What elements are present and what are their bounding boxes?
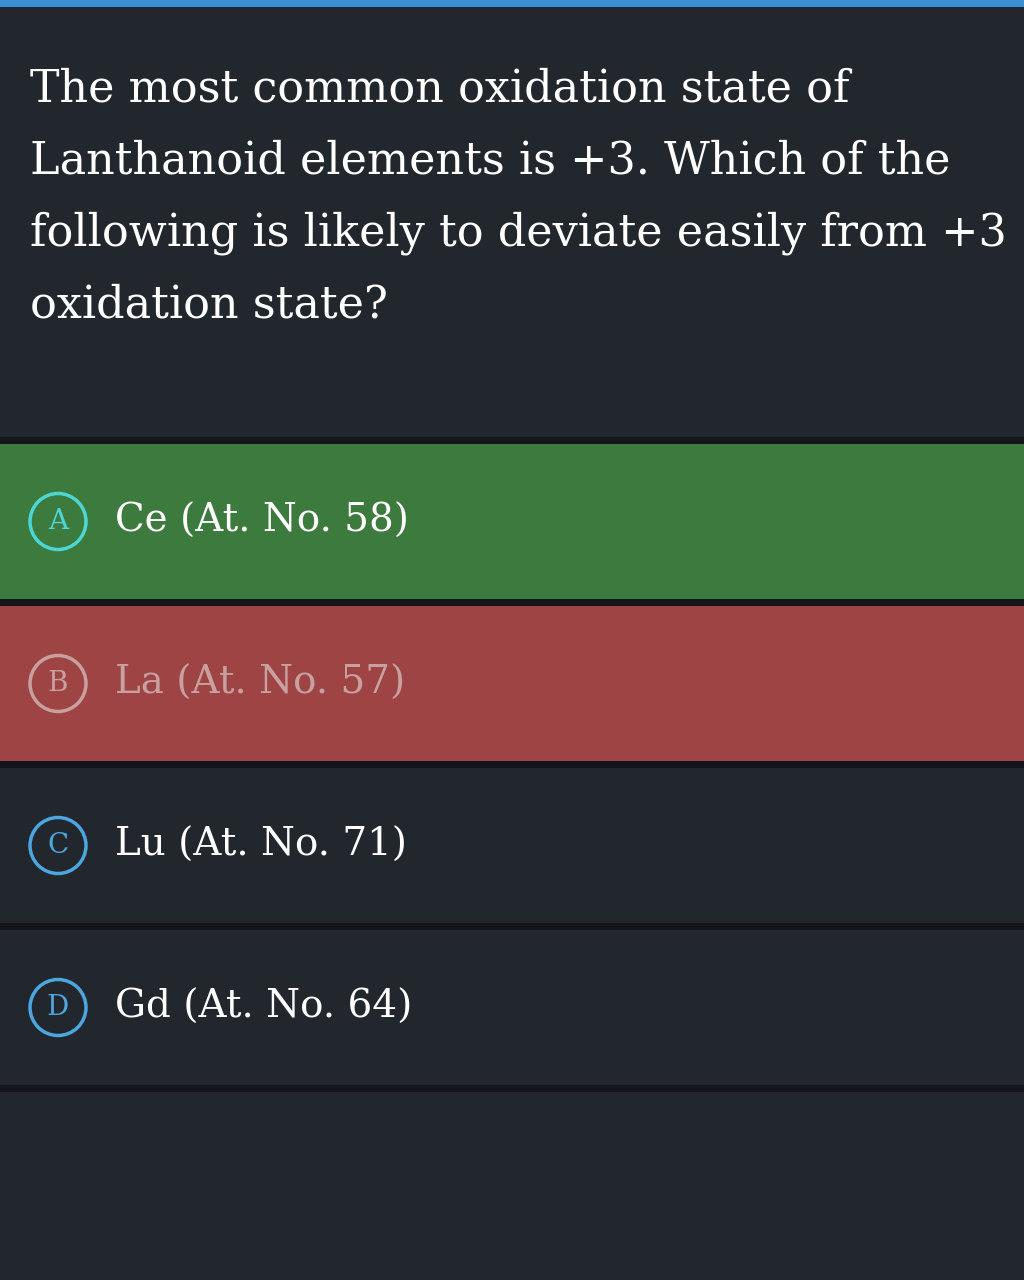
Text: D: D xyxy=(47,995,70,1021)
Bar xyxy=(0,931,1024,1085)
Text: oxidation state?: oxidation state? xyxy=(30,283,388,326)
Bar xyxy=(0,1085,1024,1092)
Bar xyxy=(0,762,1024,768)
Text: following is likely to deviate easily from +3: following is likely to deviate easily fr… xyxy=(30,211,1007,255)
Bar xyxy=(0,599,1024,605)
Bar xyxy=(0,444,1024,599)
Bar xyxy=(0,0,1024,6)
Bar xyxy=(0,923,1024,931)
Text: Lanthanoid elements is +3. Which of the: Lanthanoid elements is +3. Which of the xyxy=(30,140,950,182)
Bar xyxy=(0,6,1024,436)
Text: B: B xyxy=(48,669,69,698)
Text: Lu (At. No. 71): Lu (At. No. 71) xyxy=(115,827,407,864)
Text: Gd (At. No. 64): Gd (At. No. 64) xyxy=(115,989,413,1027)
Text: The most common oxidation state of: The most common oxidation state of xyxy=(30,67,850,110)
Text: Ce (At. No. 58): Ce (At. No. 58) xyxy=(115,503,409,540)
Bar xyxy=(0,605,1024,762)
Bar xyxy=(0,436,1024,444)
Text: La (At. No. 57): La (At. No. 57) xyxy=(115,666,406,701)
Text: C: C xyxy=(47,832,69,859)
Bar xyxy=(0,768,1024,923)
Text: A: A xyxy=(48,508,68,535)
